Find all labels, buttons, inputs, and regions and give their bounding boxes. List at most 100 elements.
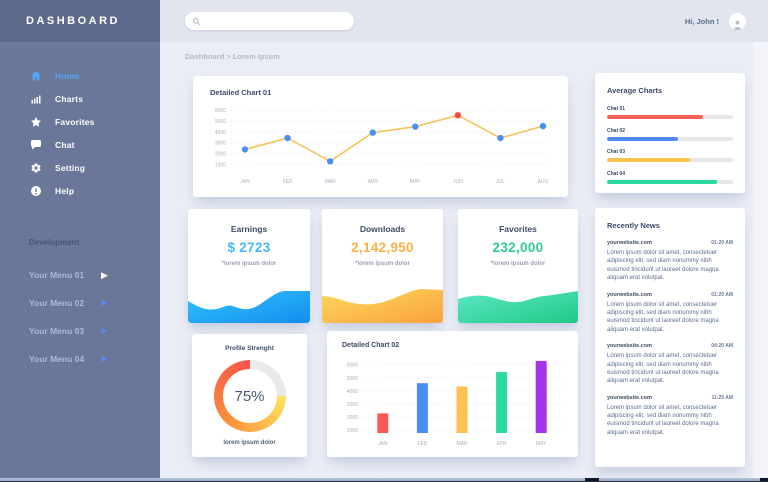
profile-caption: lorem ipsum dolor	[223, 440, 276, 446]
bar-chart: 6000 5000 4000 3000 2000 1000 JAN FEB MAR APR MAY	[347, 360, 561, 447]
breadcrumb: Dashboard > Lorem Ipsum	[185, 52, 280, 61]
search-input[interactable]	[206, 15, 330, 27]
sidebar-item-your-menu-02[interactable]: Your Menu 02 ▶	[29, 298, 108, 308]
sidebar-item-your-menu-04[interactable]: Your Menu 04 ▶	[29, 354, 108, 364]
svg-text:4000: 4000	[215, 130, 226, 136]
card-title: Detailed Chart 01	[210, 88, 272, 97]
sidebar-item-setting[interactable]: Setting	[0, 156, 160, 179]
area-sparkline	[458, 283, 578, 323]
chat-icon	[29, 138, 42, 151]
stat-caption: *lorem ipsum dolor	[221, 261, 277, 267]
news-source: yourwebsite.com	[607, 240, 652, 246]
svg-text:MAY: MAY	[536, 441, 547, 447]
news-item[interactable]: yourwebsite.com 04:20 AM Lorem ipsum dol…	[607, 343, 733, 386]
svg-text:MAR: MAR	[456, 441, 468, 447]
news-body: Lorem ipsum dolor sit amet, consectetuer…	[607, 250, 719, 282]
svg-text:1000: 1000	[215, 162, 226, 168]
card-title: Average Charts	[607, 86, 663, 95]
svg-text:3000: 3000	[347, 402, 358, 408]
star-icon	[29, 115, 42, 128]
sidebar-item-your-menu-03[interactable]: Your Menu 03 ▶	[29, 326, 108, 336]
sidebar-item-label: Home	[55, 70, 80, 81]
svg-text:3000: 3000	[215, 141, 226, 147]
sidebar-item-label: Charts	[55, 93, 84, 104]
news-item[interactable]: yourwebsite.com 01:20 AM Lorem ipsum dol…	[607, 240, 733, 283]
news-item[interactable]: yourwebsite.com 11:20 AM Lorem ipsum dol…	[607, 395, 733, 438]
percent-value: 75%	[234, 387, 265, 405]
news-source: yourwebsite.com	[607, 291, 652, 298]
sidebar-nav: Home Charts Favorites Chat	[0, 64, 160, 202]
sidebar-item-label: Chat	[55, 139, 75, 150]
stat-value: 232,000	[492, 240, 544, 255]
svg-text:2000: 2000	[347, 415, 358, 421]
svg-text:MAR: MAR	[325, 179, 337, 185]
card-title: Detailed Chart 02	[342, 342, 400, 349]
downloads-card: Downloads 2,142,950 *lorem ipsum dolor	[322, 209, 443, 323]
svg-text:4000: 4000	[347, 389, 358, 395]
svg-text:JUL: JUL	[496, 179, 505, 185]
news-body: Lorem ipsum dolor sit amet, consectetuer…	[607, 301, 719, 333]
detailed-chart-02-card: Detailed Chart 02 6000 5000 4000 3000 2000 10…	[327, 331, 578, 457]
news-source: yourwebsite.com	[607, 394, 652, 401]
news-body: Lorem ipsum dolor sit amet, consectetuer…	[607, 353, 719, 385]
stat-title: Earnings	[230, 224, 268, 234]
sidebar-item-your-menu-01[interactable]: Your Menu 01 ▶	[29, 269, 108, 280]
sidebar: DASHBOARD Home Charts Favorites	[0, 0, 160, 482]
chevron-right-icon: ▶	[101, 298, 108, 307]
area-sparkline	[322, 283, 443, 323]
svg-text:FEB: FEB	[418, 441, 428, 447]
news-item[interactable]: yourwebsite.com 01:20 AM Lorem ipsum dol…	[607, 292, 733, 335]
profile-donut-chart: 75%	[213, 360, 286, 432]
svg-text:AUG: AUG	[538, 179, 549, 185]
news-source: yourwebsite.com	[607, 343, 652, 350]
main-content: Dashboard > Lorem Ipsum Detailed Chart 0…	[160, 42, 768, 478]
search-icon	[192, 17, 201, 25]
svg-text:5000: 5000	[215, 119, 226, 125]
progress-bar-list: Chat 01 Chat 02 Chat 03 Chat 04	[607, 106, 733, 192]
detailed-chart-01-card: Detailed Chart 01 6000 5000 4000 3000 2000 10…	[193, 76, 568, 197]
news-body: Lorem ipsum dolor sit amet, consectetuer…	[607, 404, 719, 436]
window-edge	[0, 478, 768, 482]
news-list: yourwebsite.com 01:20 AM Lorem ipsum dol…	[607, 240, 733, 446]
stat-title: Downloads	[359, 224, 406, 234]
svg-text:APR: APR	[496, 441, 507, 447]
svg-text:JAN: JAN	[378, 441, 388, 447]
progress-bar-chat-02: Chat 02	[607, 128, 733, 141]
sidebar-item-favorites[interactable]: Favorites	[0, 110, 160, 133]
chevron-right-icon: ▶	[101, 269, 108, 280]
help-icon	[29, 184, 42, 197]
chevron-right-icon: ▶	[101, 354, 108, 363]
news-time: 01:20 AM	[711, 291, 733, 298]
news-time: 01:20 AM	[711, 240, 733, 246]
stat-caption: *lorem ipsum dolor	[490, 261, 546, 267]
svg-text:6000: 6000	[347, 363, 358, 369]
search-box[interactable]	[185, 12, 354, 30]
bar-chart-icon	[29, 92, 42, 105]
earnings-card: Earnings $ 2723 *lorem ipsum dolor	[188, 209, 310, 323]
person-icon	[733, 20, 742, 30]
progress-bar-chat-04: Chat 04	[607, 171, 733, 184]
sidebar-item-chat[interactable]: Chat	[0, 133, 160, 156]
card-title: Recently News	[607, 221, 660, 230]
svg-text:FEB: FEB	[283, 179, 293, 185]
sidebar-item-home[interactable]: Home	[0, 64, 160, 87]
sidebar-item-help[interactable]: Help	[0, 179, 160, 202]
news-time: 04:20 AM	[711, 343, 733, 350]
area-sparkline	[188, 283, 310, 323]
svg-text:1000: 1000	[347, 428, 358, 434]
svg-text:APR: APR	[368, 179, 379, 185]
scroll-gutter	[753, 42, 768, 478]
sidebar-item-label: Help	[55, 185, 75, 196]
stat-value: 2,142,950	[351, 240, 414, 255]
sidebar-item-charts[interactable]: Charts	[0, 87, 160, 110]
avatar[interactable]	[729, 12, 746, 30]
progress-bar-chat-03: Chat 03	[607, 149, 733, 162]
svg-text:2000: 2000	[215, 152, 226, 158]
development-section: Development Your Menu 01 ▶ Your Menu 02 …	[0, 238, 160, 373]
card-title: Profile Strenght	[225, 345, 274, 352]
svg-text:6000: 6000	[215, 108, 226, 114]
gear-icon	[29, 161, 42, 174]
svg-text:JUN: JUN	[453, 179, 463, 185]
progress-bar-chat-01: Chat 01	[607, 106, 733, 119]
user-menu: Hi, John !	[685, 12, 746, 30]
